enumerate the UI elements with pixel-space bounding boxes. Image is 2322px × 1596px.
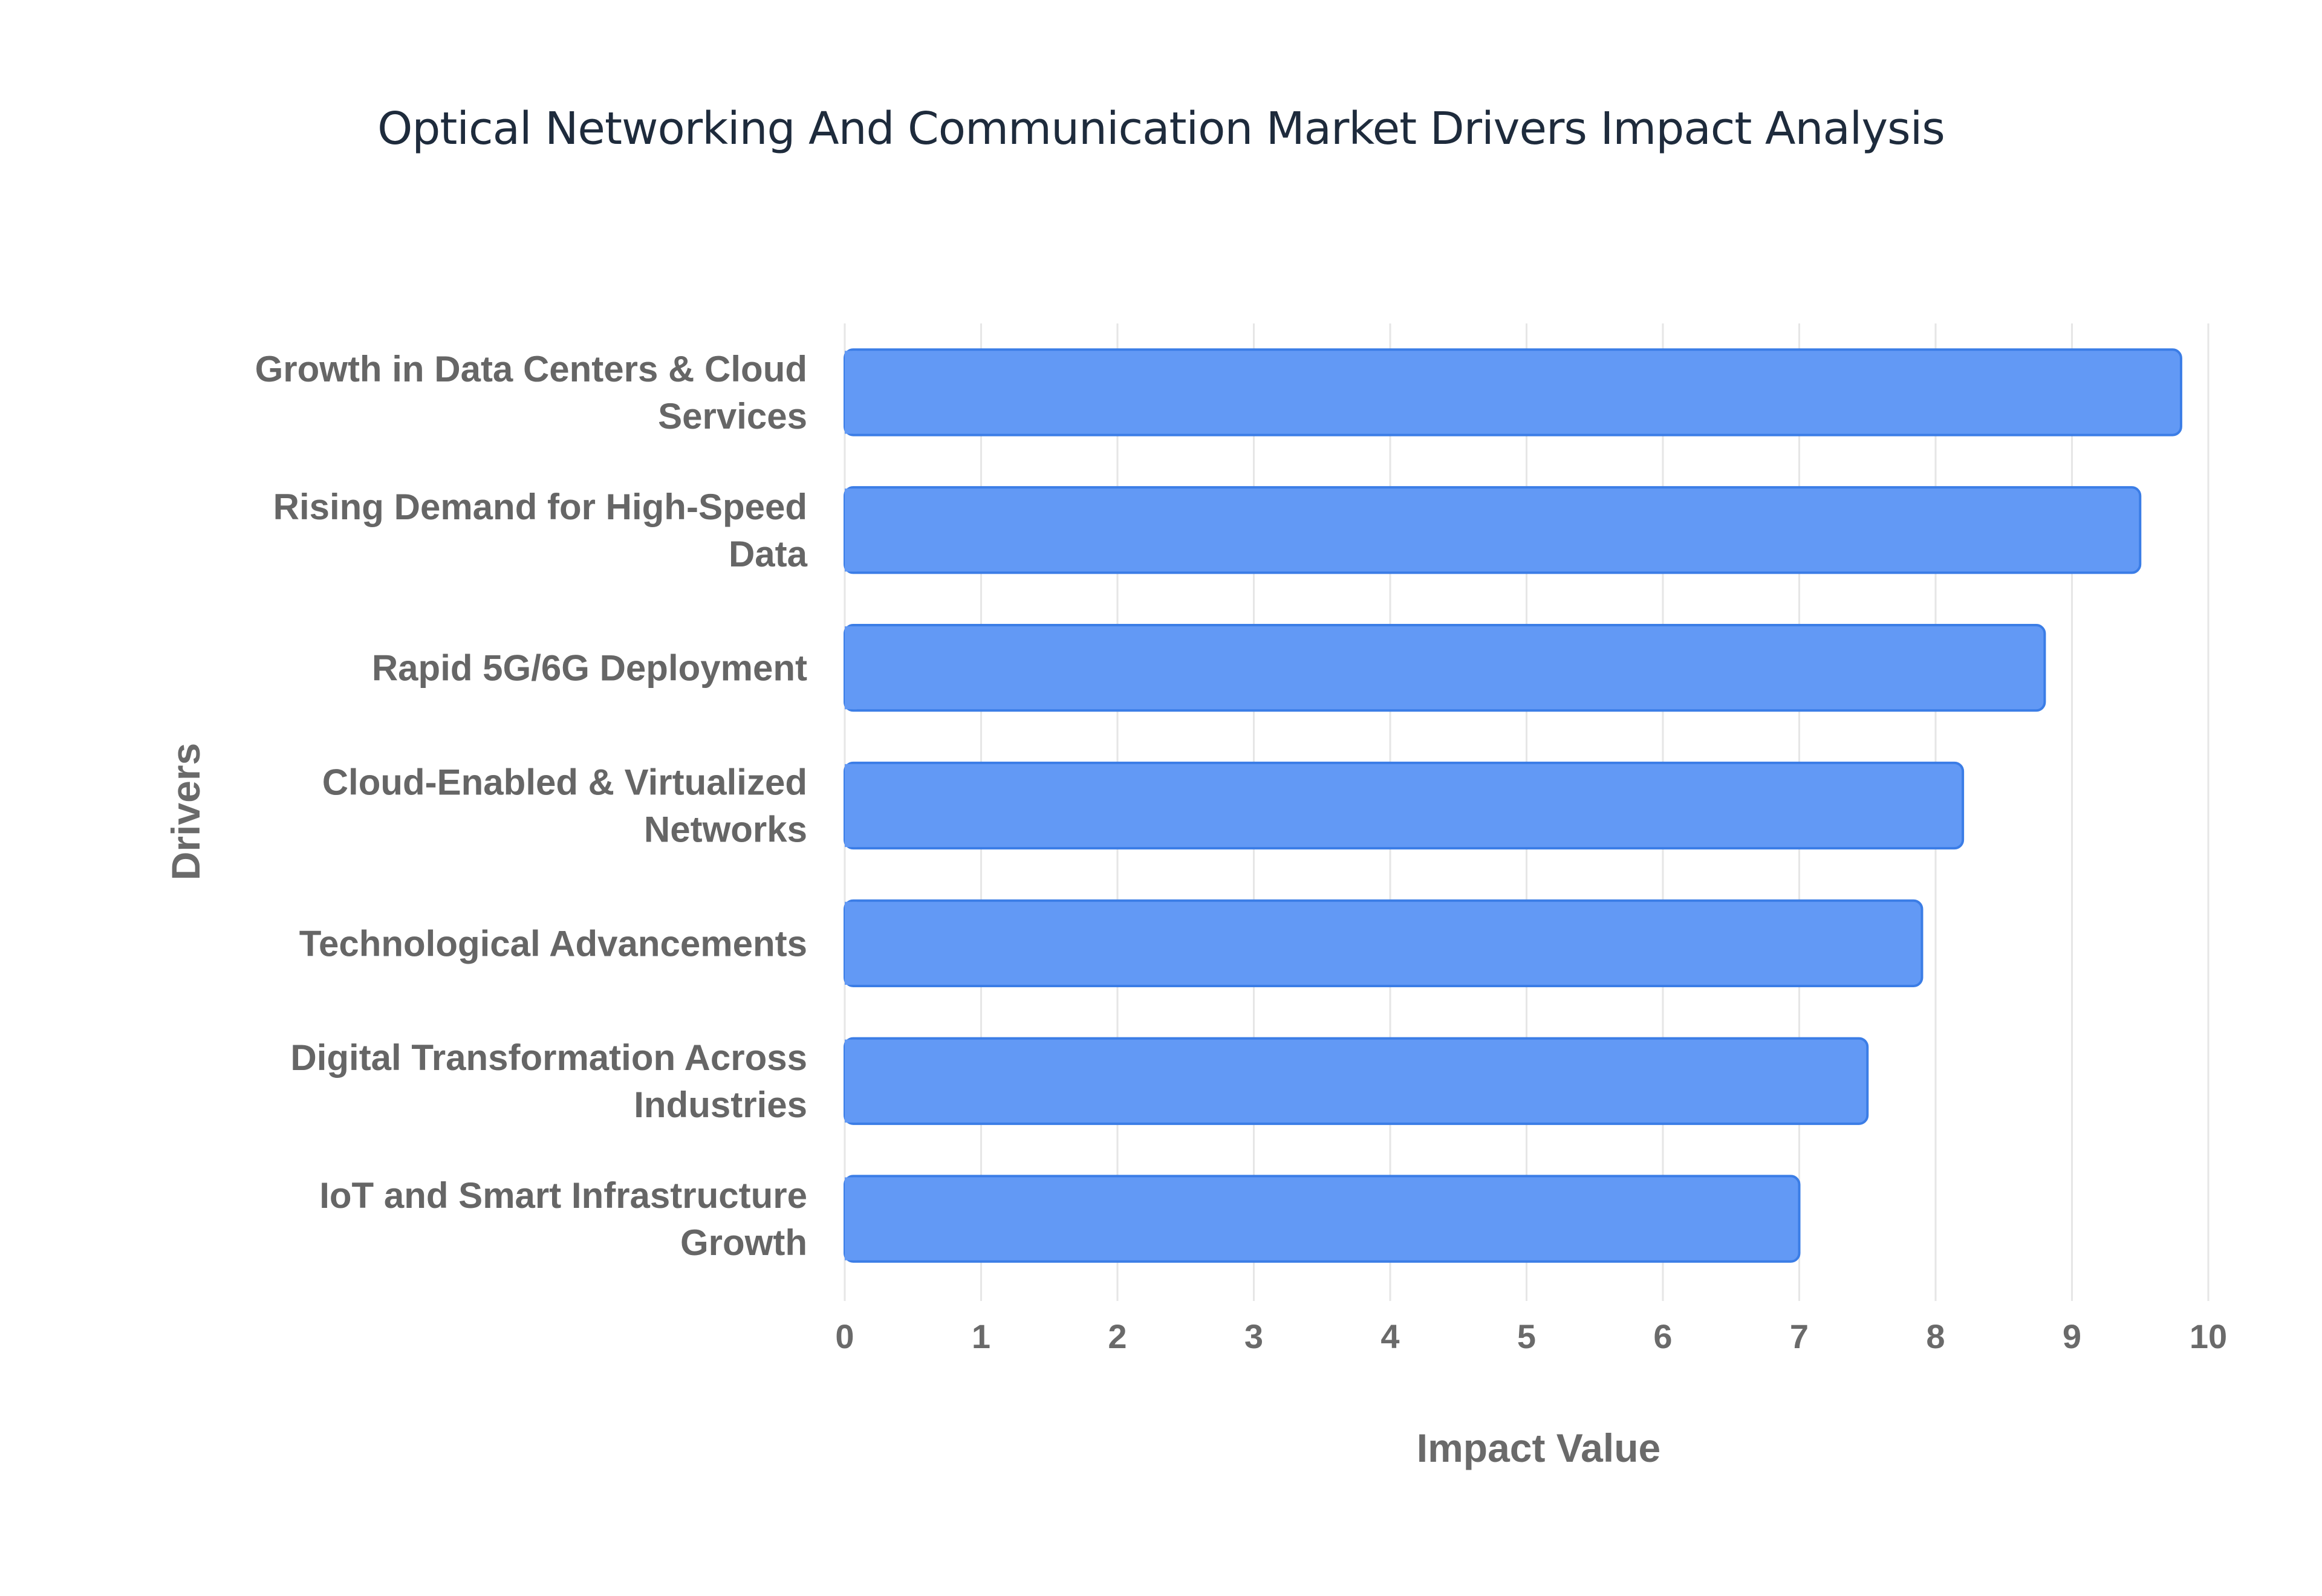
category-label-line: Rapid 5G/6G Deployment xyxy=(372,648,807,689)
category-label-line: Networks xyxy=(644,809,807,850)
x-tick-label: 3 xyxy=(1244,1317,1263,1355)
category-label-line: Growth in Data Centers & Cloud xyxy=(255,349,807,389)
category-label-line: Growth xyxy=(680,1222,807,1263)
bar-base xyxy=(845,351,857,434)
category-label-line: Industries xyxy=(634,1085,807,1125)
x-tick-label: 4 xyxy=(1381,1317,1399,1355)
x-tick-label: 7 xyxy=(1790,1317,1809,1355)
bar-series xyxy=(844,348,2182,1263)
x-tick-label: 9 xyxy=(2063,1317,2081,1355)
category-label: Growth in Data Centers & Cloud Services xyxy=(255,349,807,436)
axes: 0 1 2 3 4 5 6 7 8 9 10 xyxy=(835,1288,2227,1355)
bar xyxy=(844,899,1924,987)
x-tick-label: 5 xyxy=(1517,1317,1536,1355)
x-tick-label: 8 xyxy=(1926,1317,1945,1355)
bar xyxy=(844,761,1965,850)
bar-base xyxy=(845,488,857,572)
category-label-line: IoT and Smart Infrastructure xyxy=(319,1175,807,1216)
category-label-line: Digital Transformation Across xyxy=(290,1037,807,1078)
category-labels: Growth in Data Centers & Cloud Services Ri… xyxy=(255,349,808,1263)
category-label-line: Services xyxy=(658,396,807,436)
bar-base xyxy=(845,626,857,710)
category-label-line: Technological Advancements xyxy=(299,923,807,964)
chart-title: Optical Networking And Communication Mar… xyxy=(377,103,1945,155)
category-label: IoT and Smart Infrastructure Growth xyxy=(319,1175,807,1263)
bar xyxy=(844,1037,1869,1125)
category-label: Rising Demand for High-Speed Data xyxy=(273,487,808,574)
x-tick-label: 1 xyxy=(972,1317,990,1355)
bar xyxy=(844,348,2182,436)
x-axis-title: Impact Value xyxy=(1417,1426,1661,1470)
category-label: Rapid 5G/6G Deployment xyxy=(372,648,807,689)
x-tick-label: 0 xyxy=(835,1317,854,1355)
category-label-line: Data xyxy=(729,534,808,574)
x-tick-label: 10 xyxy=(2190,1317,2227,1355)
category-label-line: Rising Demand for High-Speed xyxy=(273,487,807,527)
bar-base xyxy=(845,901,857,985)
bar xyxy=(844,624,2046,712)
x-tick-label: 6 xyxy=(1653,1317,1672,1355)
category-label-line: Cloud-Enabled & Virtualized xyxy=(322,762,807,803)
category-label: Technological Advancements xyxy=(299,923,807,964)
category-label: Digital Transformation Across Industries xyxy=(290,1037,807,1125)
bar-base xyxy=(845,1039,857,1123)
category-label: Cloud-Enabled & Virtualized Networks xyxy=(322,762,807,850)
bar xyxy=(844,486,2142,574)
x-tick-label: 2 xyxy=(1108,1317,1127,1355)
y-axis-title: Drivers xyxy=(163,743,208,881)
bar xyxy=(844,1175,1801,1263)
bar-base xyxy=(845,764,857,848)
bar-base xyxy=(845,1177,857,1260)
